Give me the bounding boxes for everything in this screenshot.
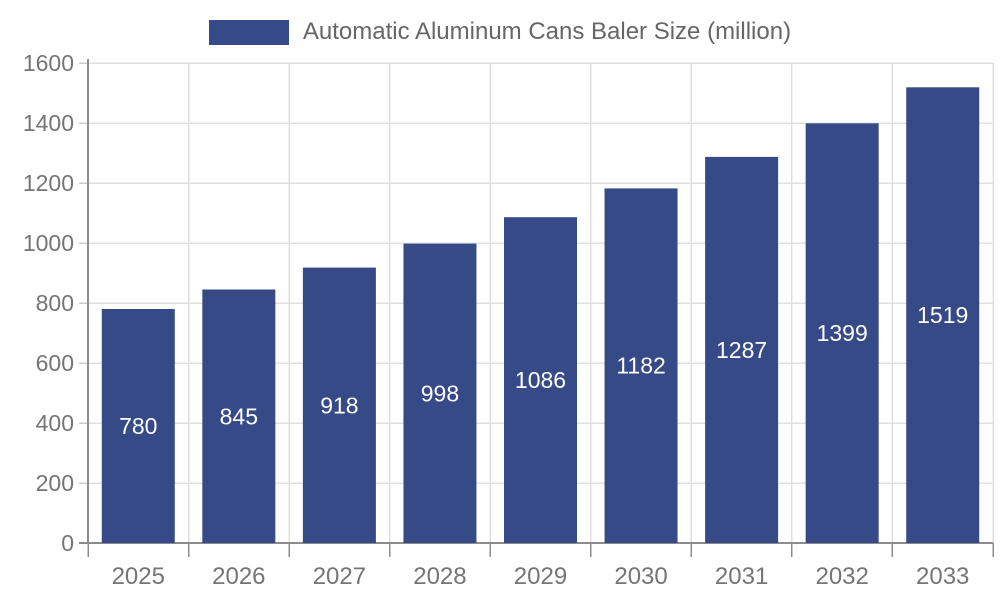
- bar-value-label: 1182: [616, 353, 665, 379]
- y-axis-tick-label: 1400: [23, 110, 74, 136]
- x-axis-tick-label: 2031: [715, 563, 768, 590]
- chart-legend: Automatic Aluminum Cans Baler Size (mill…: [0, 18, 1000, 46]
- bar-2030[interactable]: [604, 188, 678, 543]
- legend-swatch[interactable]: [208, 19, 289, 45]
- bar-value-label: 780: [119, 413, 157, 439]
- bar-2025[interactable]: [101, 309, 175, 543]
- x-axis-tick-label: 2029: [514, 563, 567, 590]
- bar-2033[interactable]: [906, 87, 980, 544]
- x-axis-tick-label: 2026: [212, 563, 265, 590]
- bar-2027[interactable]: [302, 267, 376, 543]
- legend-label[interactable]: Automatic Aluminum Cans Baler Size (mill…: [302, 18, 792, 45]
- y-axis-tick-label: 600: [36, 350, 74, 376]
- y-axis-tick-label: 200: [36, 470, 74, 496]
- bar-2032[interactable]: [805, 123, 879, 544]
- bar-value-label: 918: [320, 392, 358, 418]
- y-axis-tick-label: 400: [36, 410, 74, 436]
- bar-value-label: 998: [421, 380, 459, 406]
- y-axis-tick-label: 800: [36, 290, 74, 316]
- bar-2026[interactable]: [202, 289, 276, 544]
- x-axis-tick-label: 2028: [413, 563, 466, 590]
- bar-2029[interactable]: [504, 217, 577, 543]
- bar-value-label: 1399: [817, 320, 868, 346]
- bar-2031[interactable]: [705, 156, 779, 543]
- x-axis-tick-label: 2033: [916, 563, 969, 590]
- bar-value-label: 1086: [515, 367, 566, 393]
- y-axis-tick-label: 1600: [23, 50, 74, 76]
- bar-value-label: 845: [220, 403, 258, 429]
- x-axis-tick-label: 2030: [614, 563, 667, 590]
- bar-value-label: 1287: [716, 337, 767, 363]
- y-axis-tick-label: 1000: [23, 230, 74, 256]
- bar-2028[interactable]: [403, 243, 477, 543]
- x-axis-tick-label: 2032: [815, 563, 868, 590]
- y-axis-tick-label: 1200: [23, 170, 74, 196]
- x-axis-tick-label: 2027: [313, 563, 366, 590]
- bar-value-label: 1519: [917, 302, 968, 328]
- x-axis-tick-label: 2025: [112, 563, 165, 590]
- y-axis-tick-label: 0: [61, 530, 74, 556]
